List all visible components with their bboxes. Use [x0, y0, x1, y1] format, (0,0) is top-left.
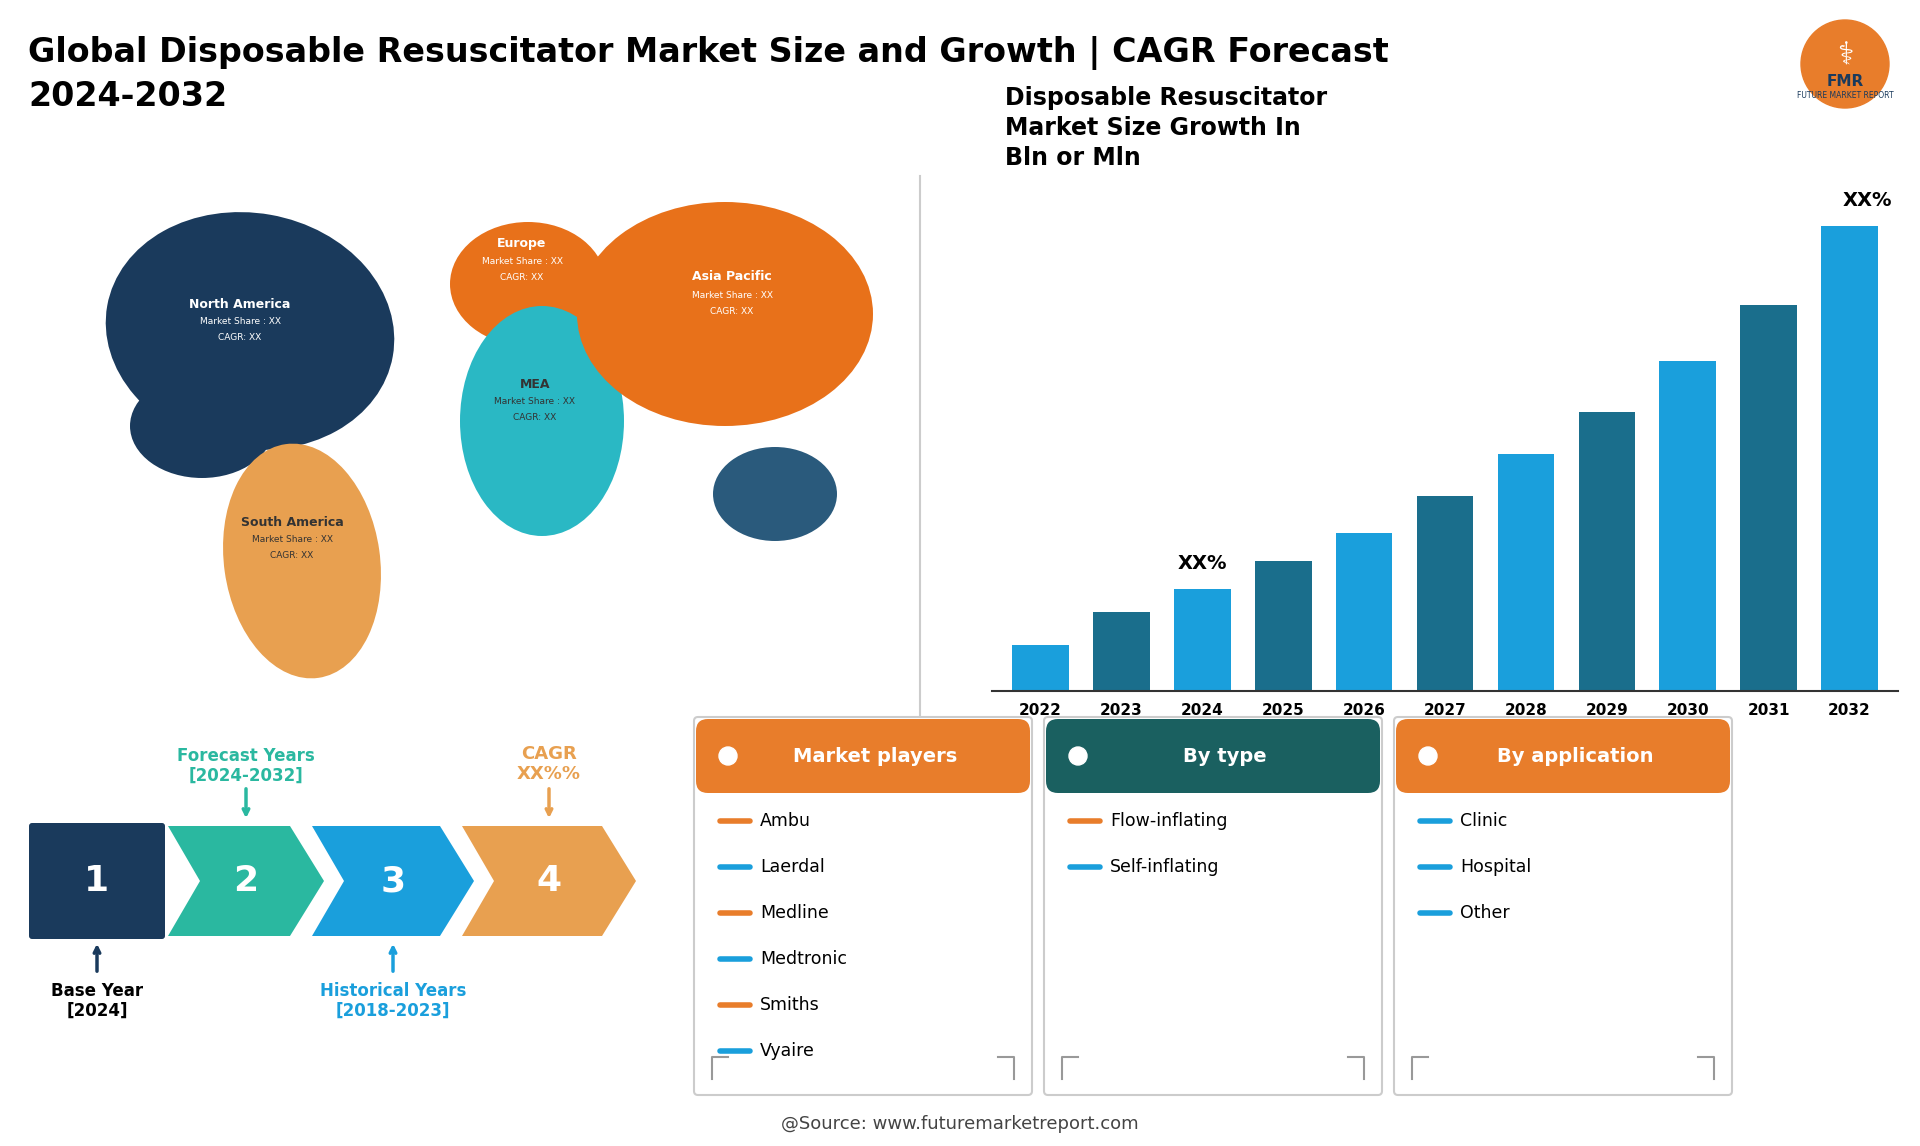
Text: 1: 1	[84, 864, 109, 898]
Text: Market Share : XX: Market Share : XX	[482, 258, 563, 267]
Text: Market Size Growth In: Market Size Growth In	[1004, 116, 1300, 140]
Text: 2031: 2031	[1747, 702, 1789, 719]
Polygon shape	[463, 826, 636, 936]
FancyBboxPatch shape	[1336, 533, 1392, 691]
Text: North America: North America	[190, 298, 290, 311]
Ellipse shape	[131, 374, 275, 478]
Text: Disposable Resuscitator: Disposable Resuscitator	[1004, 86, 1327, 110]
Text: ⚕: ⚕	[1837, 41, 1853, 71]
Text: FMR: FMR	[1826, 74, 1864, 89]
Text: [2018-2023]: [2018-2023]	[336, 1002, 451, 1020]
FancyBboxPatch shape	[695, 719, 1029, 793]
Text: [2024-2032]: [2024-2032]	[188, 767, 303, 785]
Text: CAGR: XX: CAGR: XX	[219, 333, 261, 343]
Text: Vyaire: Vyaire	[760, 1042, 814, 1060]
FancyBboxPatch shape	[29, 823, 165, 939]
Text: Medtronic: Medtronic	[760, 950, 847, 968]
Text: Other: Other	[1459, 904, 1509, 923]
Text: Europe: Europe	[497, 237, 547, 251]
Circle shape	[1419, 747, 1436, 766]
Text: Historical Years: Historical Years	[321, 982, 467, 1000]
Text: Clinic: Clinic	[1459, 813, 1507, 830]
Ellipse shape	[578, 202, 874, 426]
Text: FUTURE MARKET REPORT: FUTURE MARKET REPORT	[1797, 91, 1893, 100]
Text: CAGR: XX: CAGR: XX	[271, 551, 313, 560]
Text: CAGR: XX: CAGR: XX	[710, 306, 755, 315]
Circle shape	[1801, 19, 1889, 108]
Text: 2028: 2028	[1505, 702, 1548, 719]
Text: 2027: 2027	[1423, 702, 1467, 719]
FancyBboxPatch shape	[1256, 560, 1311, 691]
Text: 2024: 2024	[1181, 702, 1223, 719]
Text: Base Year: Base Year	[52, 982, 144, 1000]
Text: 2026: 2026	[1342, 702, 1386, 719]
Text: By type: By type	[1183, 746, 1267, 766]
Text: CAGR: XX: CAGR: XX	[501, 274, 543, 283]
Text: XX%: XX%	[1177, 554, 1227, 573]
Text: [2024]: [2024]	[67, 1002, 129, 1020]
Polygon shape	[169, 826, 324, 936]
Text: XX%: XX%	[1843, 191, 1893, 210]
FancyBboxPatch shape	[693, 717, 1033, 1094]
Text: Smiths: Smiths	[760, 996, 820, 1014]
Text: Laerdal: Laerdal	[760, 858, 826, 876]
FancyBboxPatch shape	[1012, 644, 1069, 691]
FancyBboxPatch shape	[1417, 496, 1473, 691]
Ellipse shape	[223, 444, 380, 678]
Text: @Source: www.futuremarketreport.com: @Source: www.futuremarketreport.com	[781, 1115, 1139, 1133]
FancyBboxPatch shape	[1396, 719, 1730, 793]
Text: 2032: 2032	[1828, 702, 1870, 719]
FancyBboxPatch shape	[1578, 413, 1636, 691]
FancyBboxPatch shape	[1173, 589, 1231, 691]
Text: 2023: 2023	[1100, 702, 1142, 719]
FancyBboxPatch shape	[1659, 361, 1716, 691]
Text: 2: 2	[234, 864, 259, 898]
Text: Market players: Market players	[793, 746, 958, 766]
Text: 3: 3	[380, 864, 405, 898]
FancyBboxPatch shape	[1092, 612, 1150, 691]
Text: 4: 4	[536, 864, 561, 898]
Text: 2030: 2030	[1667, 702, 1709, 719]
Text: XX%%: XX%%	[516, 766, 582, 783]
FancyBboxPatch shape	[1046, 719, 1380, 793]
FancyBboxPatch shape	[1740, 305, 1797, 691]
Ellipse shape	[461, 306, 624, 536]
Ellipse shape	[106, 212, 394, 450]
Text: Flow-inflating: Flow-inflating	[1110, 813, 1227, 830]
Ellipse shape	[449, 222, 607, 346]
Polygon shape	[311, 826, 474, 936]
Text: 2025: 2025	[1261, 702, 1304, 719]
Text: By application: By application	[1498, 746, 1653, 766]
Circle shape	[718, 747, 737, 766]
Text: Market Share : XX: Market Share : XX	[691, 290, 772, 299]
Text: Hospital: Hospital	[1459, 858, 1532, 876]
Text: Forecast Years: Forecast Years	[177, 747, 315, 766]
Text: South America: South America	[240, 516, 344, 528]
Ellipse shape	[712, 447, 837, 541]
Text: Ambu: Ambu	[760, 813, 810, 830]
Text: Market Share : XX: Market Share : XX	[252, 535, 332, 544]
Text: Global Disposable Resuscitator Market Size and Growth | CAGR Forecast
2024-2032: Global Disposable Resuscitator Market Si…	[29, 36, 1388, 113]
Text: MEA: MEA	[520, 377, 551, 391]
Text: CAGR: CAGR	[520, 745, 576, 763]
Text: Bln or Mln: Bln or Mln	[1004, 146, 1140, 170]
Text: Market Share : XX: Market Share : XX	[495, 398, 576, 407]
Text: Medline: Medline	[760, 904, 829, 923]
Text: CAGR: XX: CAGR: XX	[513, 414, 557, 423]
FancyBboxPatch shape	[1044, 717, 1382, 1094]
Text: Self-inflating: Self-inflating	[1110, 858, 1219, 876]
Text: Asia Pacific: Asia Pacific	[691, 270, 772, 283]
Text: Market Share : XX: Market Share : XX	[200, 317, 280, 327]
Text: 2022: 2022	[1020, 702, 1062, 719]
Circle shape	[1069, 747, 1087, 766]
FancyBboxPatch shape	[1498, 454, 1553, 691]
FancyBboxPatch shape	[1394, 717, 1732, 1094]
Text: 2029: 2029	[1586, 702, 1628, 719]
FancyBboxPatch shape	[1822, 226, 1878, 691]
